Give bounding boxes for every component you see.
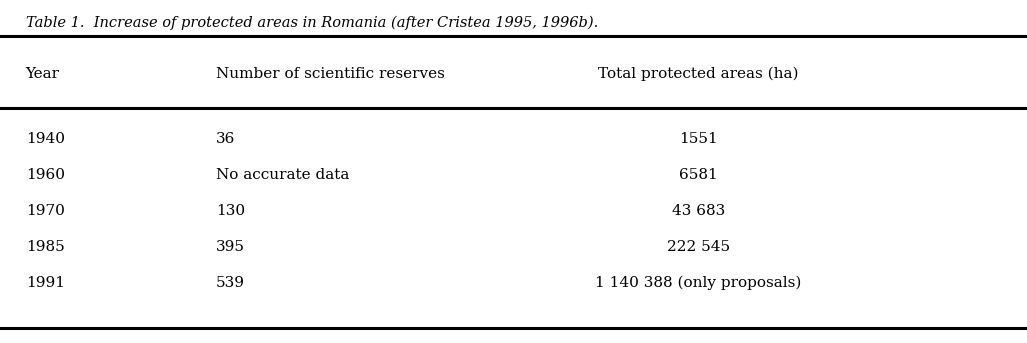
Text: 539: 539	[216, 276, 244, 290]
Text: 130: 130	[216, 204, 244, 218]
Text: Total protected areas (ha): Total protected areas (ha)	[598, 67, 799, 81]
Text: 1970: 1970	[26, 204, 65, 218]
Text: 6581: 6581	[679, 168, 718, 182]
Text: 1 140 388 (only proposals): 1 140 388 (only proposals)	[596, 276, 801, 290]
Text: 1985: 1985	[26, 240, 65, 254]
Text: 36: 36	[216, 132, 235, 146]
Text: 1991: 1991	[26, 276, 65, 290]
Text: Table 1.  Increase of protected areas in Romania (after Cristea 1995, 1996b).: Table 1. Increase of protected areas in …	[26, 15, 598, 30]
Text: 1551: 1551	[679, 132, 718, 146]
Text: Year: Year	[26, 67, 60, 81]
Text: 1960: 1960	[26, 168, 65, 182]
Text: Number of scientific reserves: Number of scientific reserves	[216, 67, 445, 81]
Text: 395: 395	[216, 240, 244, 254]
Text: No accurate data: No accurate data	[216, 168, 349, 182]
Text: 222 545: 222 545	[667, 240, 730, 254]
Text: 43 683: 43 683	[672, 204, 725, 218]
Text: 1940: 1940	[26, 132, 65, 146]
